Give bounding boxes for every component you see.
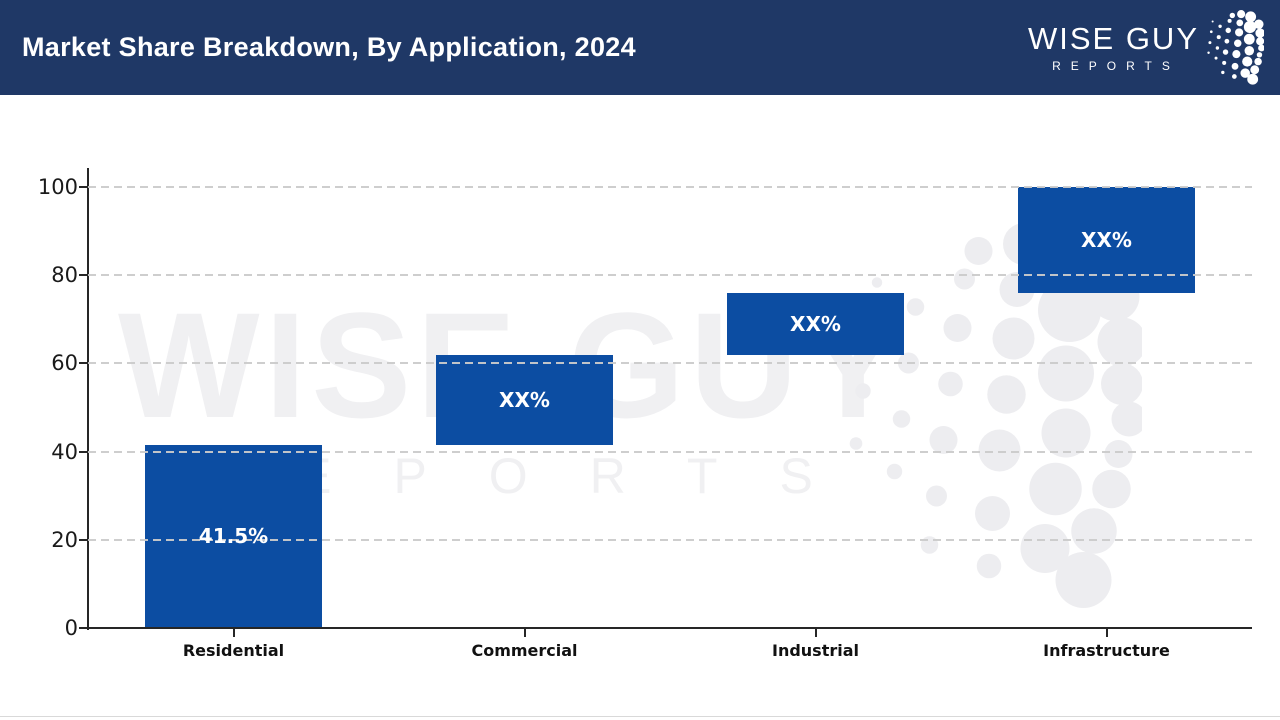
x-category-label-residential: Residential [182,641,285,660]
x-category-label-industrial: Industrial [771,641,859,660]
logo-text: WISE GUY REPORTS [1028,23,1199,73]
gridline-y20 [88,538,1252,541]
wiseguy-logo: WISE GUY REPORTS [1028,9,1264,86]
bar-value-label-industrial: XX% [790,311,841,336]
y-tick-label-80: 80 [51,263,78,288]
y-tick-100 [79,186,87,188]
bar-value-label-infrastructure: XX% [1081,227,1132,252]
x-tick-industrial [814,629,817,637]
gridline-y80 [88,274,1252,277]
gridline-y100 [88,186,1252,188]
y-tick-0 [79,627,87,629]
x-category-label-commercial: Commercial [471,641,578,660]
bar-value-label-residential: 41.5% [198,524,269,549]
logo-subtext: REPORTS [1052,58,1180,73]
page-title: Market Share Breakdown, By Application, … [22,32,636,62]
x-axis-line [87,627,1252,629]
dotted-head-icon [1207,9,1264,85]
bar-commercial [436,354,613,445]
x-tick-infrastructure [1105,629,1108,637]
y-tick-label-40: 40 [51,439,78,464]
y-tick-80 [79,274,87,277]
y-tick-40 [79,450,87,453]
gridline-y40 [88,450,1252,453]
header-bar: Market Share Breakdown, By Application, … [0,0,1280,95]
gridline-y60 [88,362,1252,365]
y-tick-label-20: 20 [51,527,78,552]
bar-industrial [727,292,904,355]
y-tick-label-100: 100 [37,175,78,199]
x-tick-residential [232,629,235,637]
bottom-divider [0,716,1280,717]
logo-wordmark: WISE GUY [1027,20,1199,56]
y-tick-20 [79,538,87,541]
y-tick-60 [79,362,87,365]
y-tick-label-0: 0 [64,616,78,640]
x-category-label-infrastructure: Infrastructure [1043,641,1170,660]
y-tick-label-60: 60 [51,351,78,376]
y-axis-line [87,168,89,630]
x-tick-commercial [523,629,526,637]
bar-value-label-commercial: XX% [499,387,550,412]
bar-residential [145,444,322,628]
